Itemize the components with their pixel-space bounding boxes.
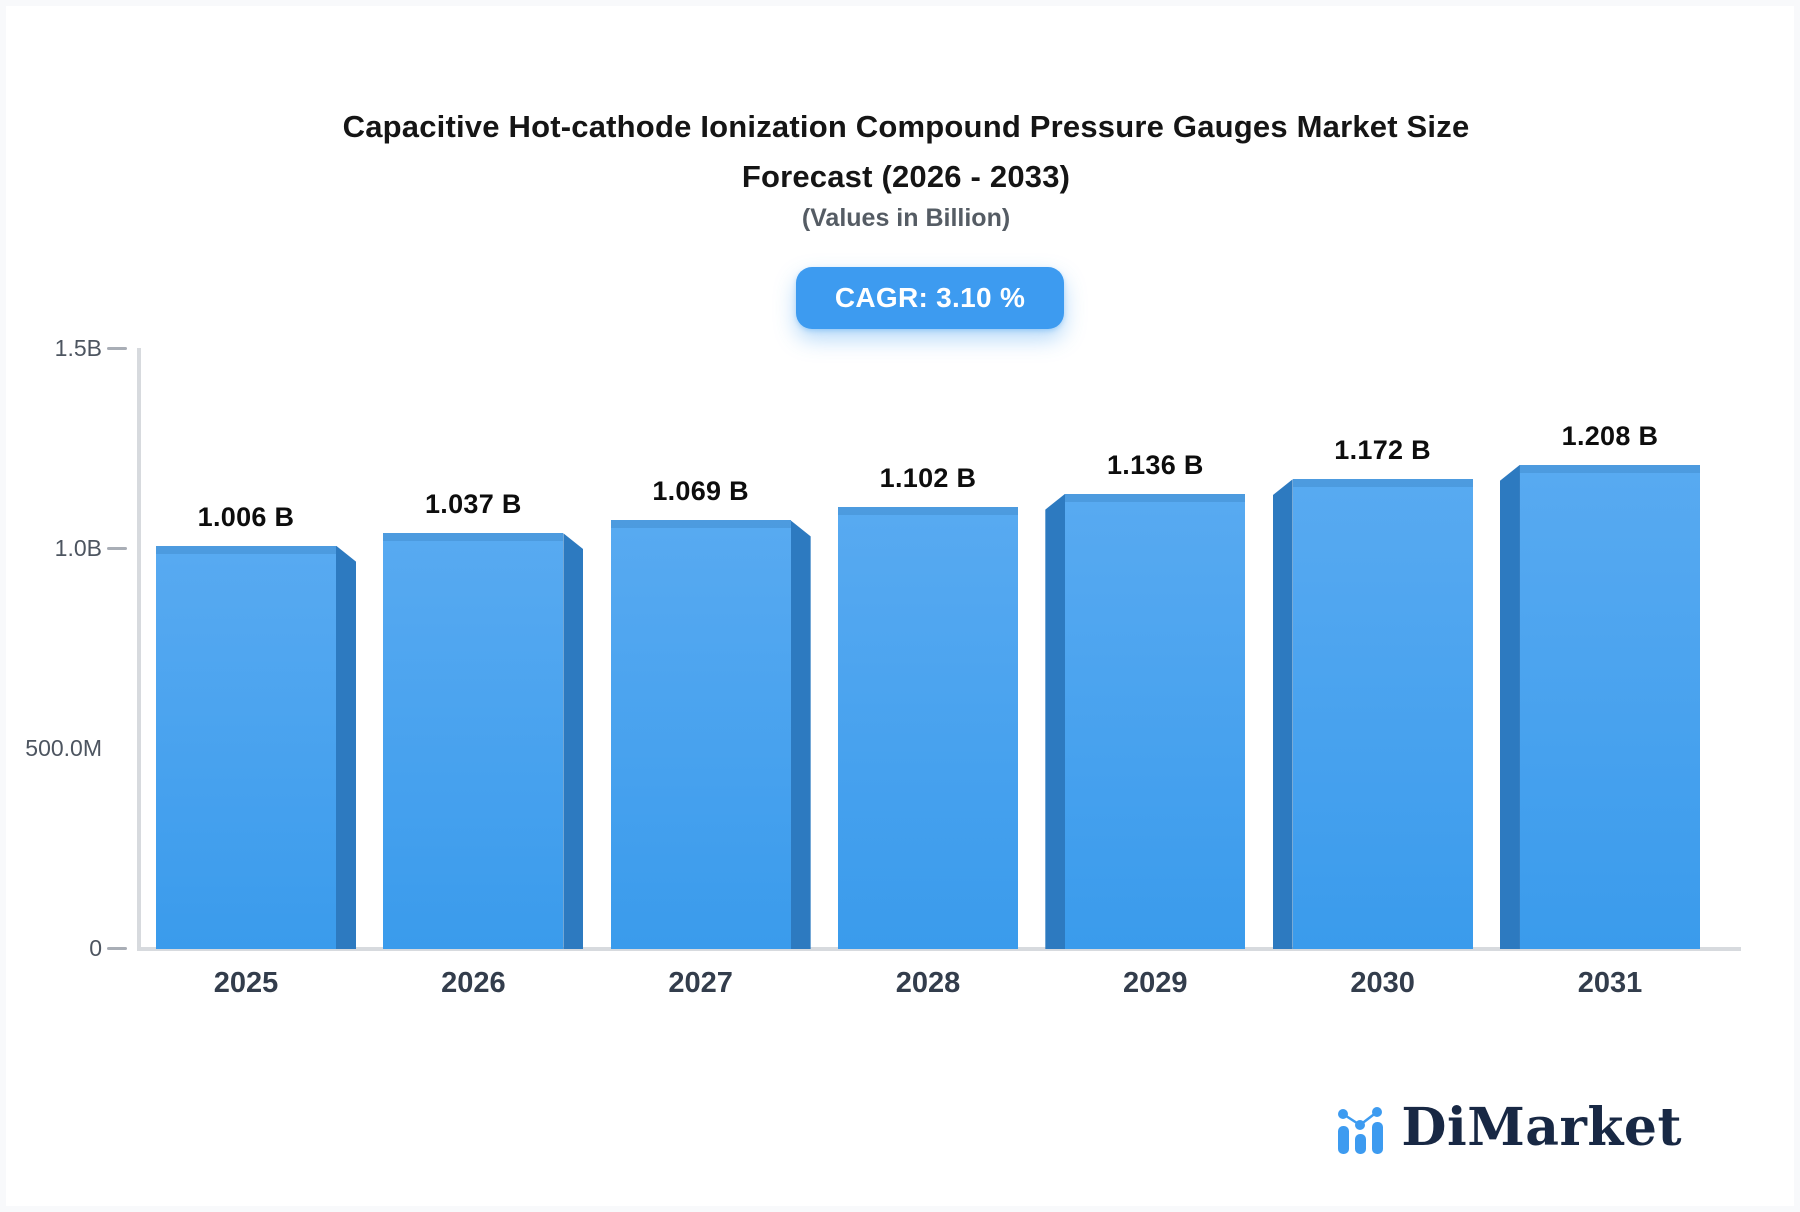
bar-2025[interactable] (156, 545, 336, 949)
bar-2029[interactable] (1065, 493, 1246, 949)
y-axis-label: 1.0B (54, 535, 102, 561)
bar-chart-dots-icon (1338, 1107, 1384, 1154)
bar-top-cap (156, 545, 336, 554)
dimarket-logo-text: DiMarket (1401, 1097, 1682, 1158)
x-axis-label-2026: 2026 (441, 967, 506, 999)
y-axis-label: 1.5B (54, 335, 102, 361)
x-axis-label-2027: 2027 (668, 967, 733, 999)
bar-top-cap (383, 533, 564, 542)
bar-2030[interactable] (1292, 479, 1473, 949)
chart-title: Capacitive Hot-cathode Ionization Compou… (56, 102, 1756, 202)
bar-2031[interactable] (1519, 464, 1700, 949)
bar-top-cap (1065, 493, 1246, 502)
y-axis-tick (107, 346, 127, 350)
bar-value-label: 1.006 B (197, 501, 295, 532)
y-axis-line (137, 348, 141, 950)
bar-top-cap (837, 507, 1018, 516)
bar-2027[interactable] (610, 520, 791, 949)
x-axis-label-2031: 2031 (1577, 967, 1643, 999)
y-axis-tick (107, 946, 127, 950)
bar-value-label: 1.172 B (1334, 435, 1431, 466)
bar-value-label: 1.102 B (879, 463, 977, 494)
cagr-badge: CAGR: 3.10 % (796, 267, 1064, 329)
bar-side-face-2029 (1045, 493, 1066, 949)
bar-top-cap (1292, 479, 1473, 488)
bar-side-face-2030 (1272, 479, 1293, 949)
chart-subtitle: (Values in Billion) (801, 204, 1011, 232)
bar-side-face-2027 (790, 520, 811, 949)
x-axis-label-2028: 2028 (895, 967, 961, 999)
y-axis-label: 500.0M (25, 735, 102, 761)
x-axis-line (137, 947, 1741, 951)
x-axis-label-2030: 2030 (1350, 967, 1415, 999)
x-axis-label-2029: 2029 (1123, 967, 1188, 999)
x-axis-label-2025: 2025 (213, 967, 279, 999)
bar-value-label: 1.208 B (1561, 420, 1659, 451)
y-axis-label: 0 (89, 935, 102, 961)
chart-title-line1: Capacitive Hot-cathode Ionization Compou… (342, 109, 1470, 144)
dimarket-logo: DiMarket (1335, 1102, 1682, 1154)
bar-2028[interactable] (837, 507, 1018, 949)
chart-title-line2: Forecast (2026 - 2033) (741, 159, 1071, 194)
bar-top-cap (610, 520, 791, 529)
bar-side-face-2031 (1499, 464, 1520, 949)
bar-side-face-2025 (336, 545, 356, 949)
bar-2026[interactable] (383, 533, 564, 949)
bar-top-cap (1519, 464, 1700, 473)
y-axis-tick (107, 546, 127, 550)
bar-value-label: 1.136 B (1106, 449, 1204, 480)
bar-side-face-2026 (563, 533, 584, 949)
bar-value-label: 1.037 B (424, 489, 522, 520)
bar-value-label: 1.069 B (652, 476, 749, 507)
